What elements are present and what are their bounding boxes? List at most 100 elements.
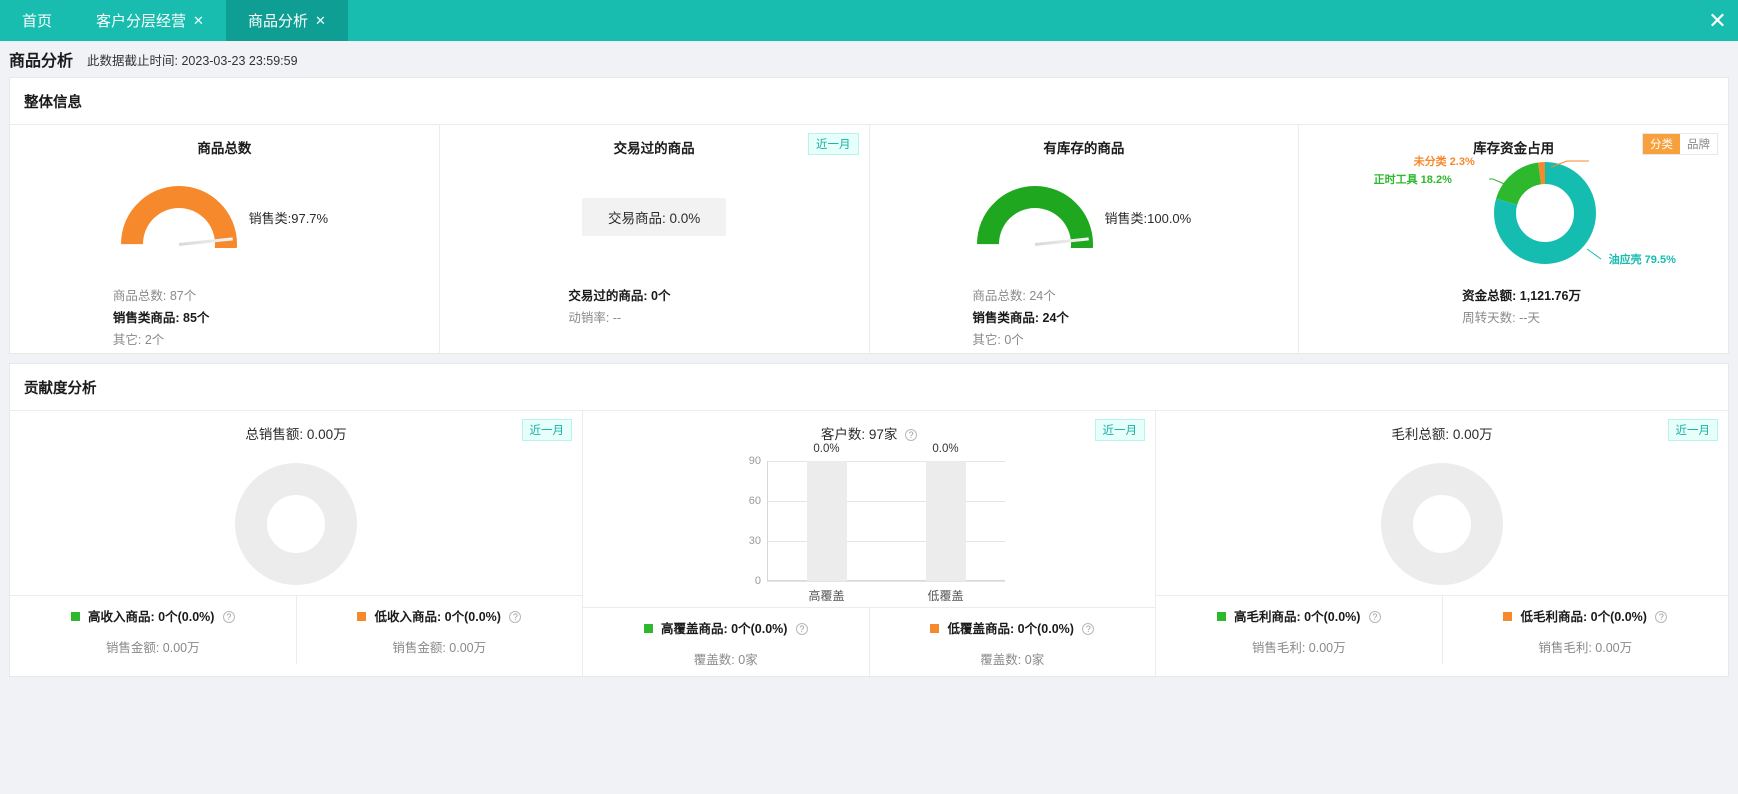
legend-high-margin[interactable]: 高毛利商品: 0个(0.0%) ? 销售毛利: 0.00万 <box>1156 596 1442 664</box>
card-title: 库存资金占用 <box>1473 141 1555 156</box>
contrib-panel-gross-profit: 毛利总额: 0.00万 近一月 高毛利商品: 0个(0.0%) ? 销售毛利: … <box>1155 411 1728 676</box>
legend-label: 低收入商品: 0个(0.0%) <box>374 610 501 624</box>
help-icon[interactable]: ? <box>222 611 235 623</box>
card-traded-products: 交易过的商品 近一月 交易商品: 0.0% 交易过的商品: 0个 动销率: -- <box>438 125 869 353</box>
contrib-panel-customers: 客户数: 97家 ? 近一月 90 60 30 0 0.0% <box>582 411 1155 676</box>
tab-product-analysis[interactable]: 商品分析 ✕ <box>225 0 348 41</box>
bar-value-label: 0.0% <box>932 443 959 455</box>
close-icon[interactable]: ✕ <box>314 12 326 28</box>
x-tick-label: 低覆盖 <box>927 589 964 603</box>
contrib-title: 总销售额: 0.00万 <box>245 427 347 442</box>
chart-categories: 高覆盖 低覆盖 <box>767 581 1005 603</box>
bar[interactable] <box>925 461 966 581</box>
y-tick-label: 90 <box>748 455 761 467</box>
stat-line: 动销率: -- <box>568 311 622 325</box>
contrib-title-text: 客户数: 97家 <box>820 427 898 442</box>
legend-sub: 销售金额: 0.00万 <box>392 641 487 655</box>
page-header: 商品分析 此数据截止时间: 2023-03-23 23:59:59 <box>0 41 1738 77</box>
help-icon[interactable]: ? <box>795 623 808 635</box>
y-tick-label: 0 <box>754 575 761 587</box>
help-icon[interactable]: ? <box>905 429 918 441</box>
stat-line: 销售类商品: 85个 <box>112 311 210 325</box>
badge-recent-month[interactable]: 近一月 <box>1667 419 1718 441</box>
legend-color-swatch <box>643 624 653 633</box>
stat-line: 其它: 2个 <box>112 333 165 347</box>
badge-recent-month[interactable]: 近一月 <box>1094 419 1145 441</box>
empty-donut-placeholder <box>1381 463 1503 585</box>
stat-line: 其它: 0个 <box>972 333 1024 347</box>
help-icon[interactable]: ? <box>1655 611 1668 623</box>
legend-label: 高毛利商品: 0个(0.0%) <box>1234 610 1361 624</box>
legend-color-swatch <box>930 624 940 633</box>
contrib-title: 客户数: 97家 ? <box>583 421 1155 443</box>
legend-label: 低毛利商品: 0个(0.0%) <box>1520 610 1647 624</box>
donut-label-uncategorized: 未分类 2.3% <box>1413 156 1475 168</box>
close-all-icon[interactable]: ✕ <box>1708 7 1727 33</box>
stat-line: 商品总数: 24个 <box>972 289 1056 303</box>
contrib-panel-sales: 总销售额: 0.00万 近一月 高收入商品: 0个(0.0%) ? 销售金额: … <box>10 411 582 676</box>
donut-chart <box>1488 160 1601 264</box>
legend-label-wrap: 低覆盖商品: 0个(0.0%) ? <box>870 618 1156 637</box>
tab-label: 客户分层经营 <box>96 13 187 30</box>
gauge-label: 销售类:97.7% <box>248 210 329 226</box>
stat-line: 资金总额: 1,121.76万 <box>1462 289 1581 303</box>
legend-high-coverage[interactable]: 高覆盖商品: 0个(0.0%) ? 覆盖数: 0家 <box>583 608 869 676</box>
contrib-title: 毛利总额: 0.00万 <box>1391 427 1493 442</box>
legend-low-coverage[interactable]: 低覆盖商品: 0个(0.0%) ? 覆盖数: 0家 <box>868 608 1156 676</box>
legend-label: 高收入商品: 0个(0.0%) <box>88 610 215 624</box>
legend-label-wrap: 高收入商品: 0个(0.0%) ? <box>10 606 296 625</box>
card-title: 有库存的商品 <box>1043 141 1125 156</box>
tab-label: 首页 <box>22 13 53 30</box>
card-title: 商品总数 <box>197 141 252 156</box>
page-title: 商品分析 <box>9 53 74 70</box>
legend-high-income[interactable]: 高收入商品: 0个(0.0%) ? 销售金额: 0.00万 <box>10 596 296 664</box>
empty-donut-placeholder <box>235 463 357 585</box>
stat-line: 销售类商品: 24个 <box>972 311 1069 325</box>
legend-color-swatch <box>1503 612 1513 621</box>
toggle-option-category[interactable]: 分类 <box>1643 134 1680 154</box>
x-tick-label: 高覆盖 <box>808 589 845 603</box>
tab-home[interactable]: 首页 <box>0 0 74 41</box>
legend-sub: 销售毛利: 0.00万 <box>1251 641 1346 655</box>
legend-label-wrap: 高覆盖商品: 0个(0.0%) ? <box>583 618 869 637</box>
category-brand-toggle[interactable]: 分类 品牌 <box>1642 133 1718 155</box>
chart-gridlines: 90 60 30 0 <box>749 455 1005 587</box>
donut-label-timing-tools: 正时工具 18.2% <box>1373 174 1452 186</box>
bar-column[interactable]: 0.0% <box>767 443 886 581</box>
legend-sub: 销售金额: 0.00万 <box>105 641 200 655</box>
traded-ratio-pill: 交易商品: 0.0% <box>581 198 727 236</box>
stat-line: 周转天数: --天 <box>1462 311 1540 325</box>
help-icon[interactable]: ? <box>1082 623 1095 635</box>
stat-line: 商品总数: 87个 <box>112 289 197 303</box>
y-tick-label: 30 <box>748 534 761 547</box>
gauge-label: 销售类:100.0% <box>1104 210 1192 226</box>
legend-low-margin[interactable]: 低毛利商品: 0个(0.0%) ? 销售毛利: 0.00万 <box>1441 596 1729 664</box>
legend-low-income[interactable]: 低收入商品: 0个(0.0%) ? 销售金额: 0.00万 <box>295 596 583 664</box>
card-in-stock-products: 有库存的商品 销售类:100.0% 商品总数: 24个 销售类商品: 24个 其… <box>868 125 1299 353</box>
legend-label-wrap: 高毛利商品: 0个(0.0%) ? <box>1156 606 1442 625</box>
overall-info-panel: 整体信息 商品总数 销售类:97.7% 商品总数: 87个 销售类商品: 85个… <box>9 77 1729 354</box>
legend-label: 低覆盖商品: 0个(0.0%) <box>947 622 1074 636</box>
legend-label-wrap: 低毛利商品: 0个(0.0%) ? <box>1443 606 1729 625</box>
card-total-products: 商品总数 销售类:97.7% 商品总数: 87个 销售类商品: 85个 其它: … <box>10 125 439 353</box>
help-icon[interactable]: ? <box>509 611 522 623</box>
coverage-bar-chart: 90 60 30 0 0.0% 0.0% <box>733 443 1005 603</box>
tab-customer-tiering[interactable]: 客户分层经营 ✕ <box>74 0 226 41</box>
gauge-total-products <box>120 186 237 248</box>
legend-sub: 覆盖数: 0家 <box>980 653 1045 667</box>
data-timestamp: 此数据截止时间: 2023-03-23 23:59:59 <box>87 53 298 68</box>
chart-bars: 0.0% 0.0% <box>767 443 1005 581</box>
badge-recent-month[interactable]: 近一月 <box>808 133 859 155</box>
close-icon[interactable]: ✕ <box>193 12 204 28</box>
y-tick-label: 60 <box>748 494 761 507</box>
stat-line: 交易过的商品: 0个 <box>568 289 671 303</box>
badge-recent-month[interactable]: 近一月 <box>521 419 572 441</box>
legend-color-swatch <box>357 612 367 621</box>
bar-column[interactable]: 0.0% <box>886 443 1005 581</box>
overall-info-title: 整体信息 <box>10 78 1728 125</box>
toggle-option-brand[interactable]: 品牌 <box>1680 134 1717 154</box>
legend-label-wrap: 低收入商品: 0个(0.0%) ? <box>297 606 583 625</box>
bar[interactable] <box>806 461 847 581</box>
stats-list: 商品总数: 24个 销售类商品: 24个 其它: 0个 <box>870 277 1299 351</box>
help-icon[interactable]: ? <box>1368 611 1381 623</box>
